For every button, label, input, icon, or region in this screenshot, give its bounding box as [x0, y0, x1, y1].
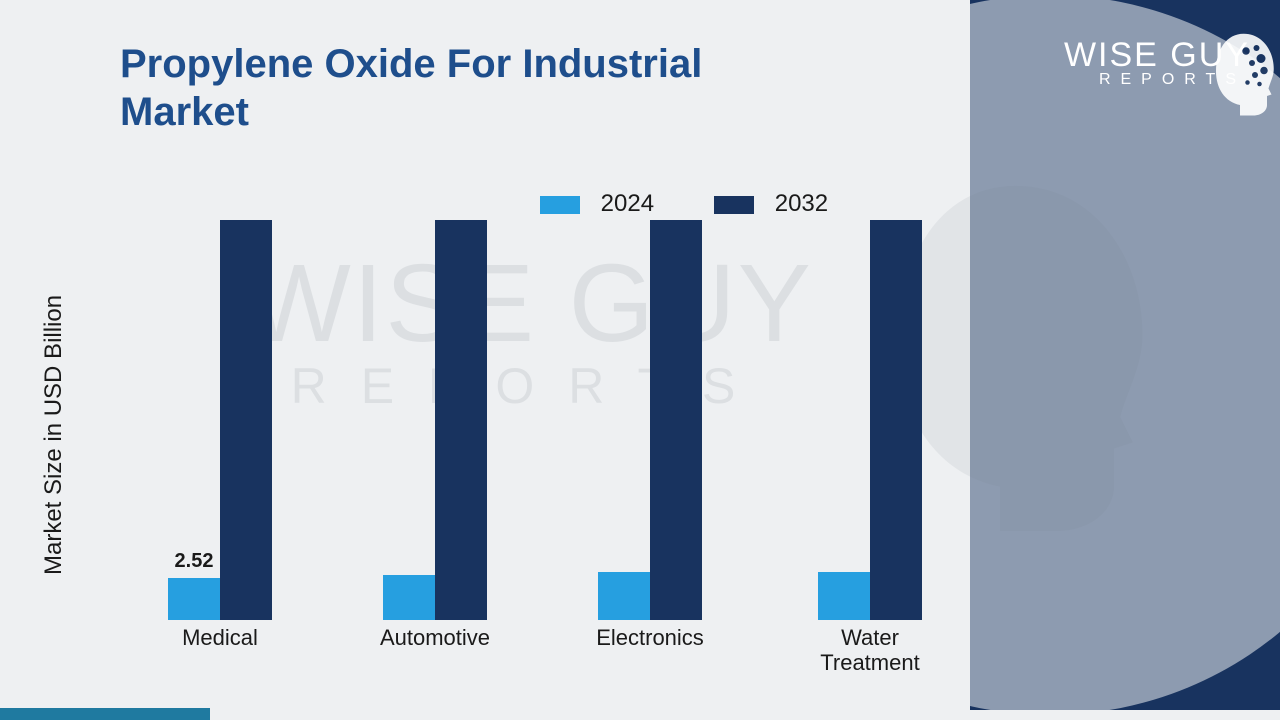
brand-logo: WISE GUY REPORTS	[1064, 36, 1250, 89]
legend-item-2024: 2024	[540, 190, 654, 218]
bar	[598, 572, 650, 620]
plot-area	[110, 220, 970, 620]
category-label: Automotive	[355, 625, 515, 650]
bottom-accent-bar	[0, 708, 210, 720]
brand-main: WISE GUY	[1064, 36, 1250, 75]
legend-swatch-2024	[540, 196, 580, 214]
category-label: WaterTreatment	[790, 625, 950, 676]
value-label: 2.52	[160, 550, 228, 573]
y-axis-label: Market Size in USD Billion	[40, 295, 68, 575]
legend-label-2024: 2024	[601, 190, 654, 217]
category-label: Electronics	[570, 625, 730, 650]
legend: 2024 2032	[540, 190, 828, 218]
bar	[435, 220, 487, 620]
chart-card: WISE GUY REPORTS Propylene Oxide For Ind…	[0, 0, 1280, 720]
bar	[818, 572, 870, 620]
bar	[168, 578, 220, 620]
category-label: Medical	[140, 625, 300, 650]
chart-title: Propylene Oxide For Industrial Market	[120, 40, 760, 136]
legend-swatch-2032	[714, 196, 754, 214]
legend-label-2032: 2032	[775, 190, 828, 217]
bar	[650, 220, 702, 620]
bar	[383, 575, 435, 620]
bar	[870, 220, 922, 620]
legend-item-2032: 2032	[714, 190, 828, 218]
